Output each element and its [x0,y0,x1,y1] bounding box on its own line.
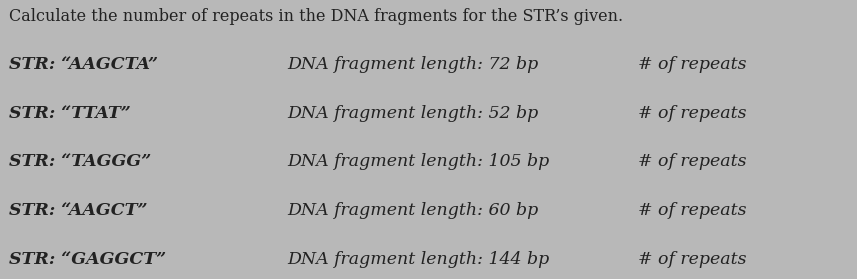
Text: DNA fragment length: 144 bp: DNA fragment length: 144 bp [287,251,549,268]
Text: # of repeats: # of repeats [638,202,747,219]
Text: DNA fragment length: 52 bp: DNA fragment length: 52 bp [287,105,538,122]
Text: # of repeats: # of repeats [638,56,747,73]
Text: STR: “AAGCT”: STR: “AAGCT” [9,202,147,219]
Text: DNA fragment length: 105 bp: DNA fragment length: 105 bp [287,153,549,170]
Text: DNA fragment length: 60 bp: DNA fragment length: 60 bp [287,202,538,219]
Text: STR: “TAGGG”: STR: “TAGGG” [9,153,151,170]
Text: STR: “AAGCTA”: STR: “AAGCTA” [9,56,158,73]
Text: DNA fragment length: 72 bp: DNA fragment length: 72 bp [287,56,538,73]
Text: # of repeats: # of repeats [638,251,747,268]
Text: # of repeats: # of repeats [638,105,747,122]
Text: # of repeats: # of repeats [638,153,747,170]
Text: Calculate the number of repeats in the DNA fragments for the STR’s given.: Calculate the number of repeats in the D… [9,8,623,25]
Text: STR: “TTAT”: STR: “TTAT” [9,105,130,122]
Text: STR: “GAGGCT”: STR: “GAGGCT” [9,251,165,268]
